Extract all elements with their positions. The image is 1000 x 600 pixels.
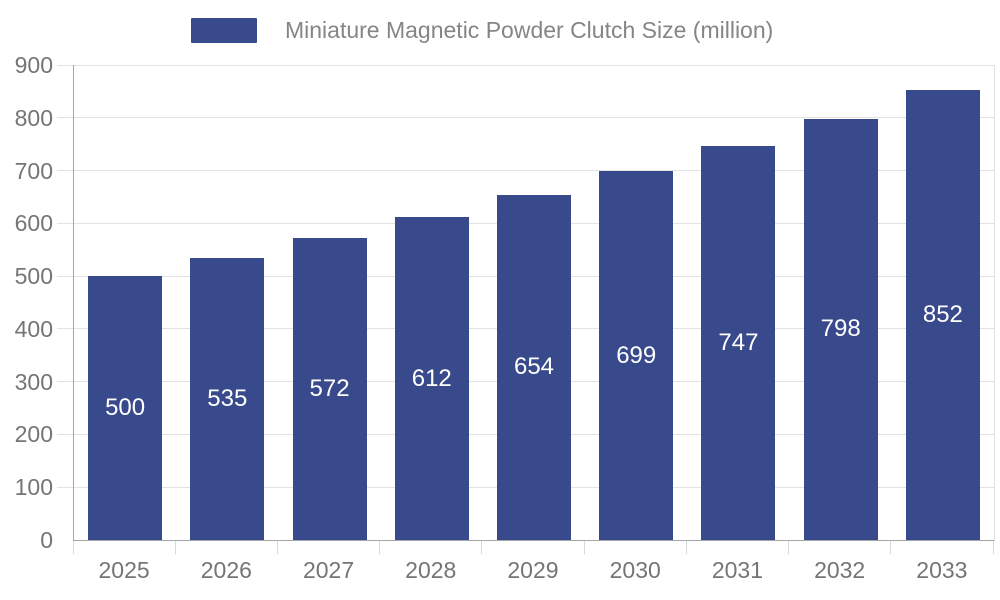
bar-value-label: 798 <box>820 315 861 343</box>
x-axis-tick-label: 2031 <box>711 557 764 583</box>
y-axis-tick-label: 400 <box>14 315 53 342</box>
bar-value-label: 699 <box>616 341 657 369</box>
y-axis-tick-label: 500 <box>14 263 53 290</box>
y-axis-tick-label: 800 <box>14 104 53 131</box>
bar-2026[interactable]: 535 <box>190 257 265 540</box>
gridline <box>74 64 994 66</box>
y-axis-tick-label: 700 <box>14 157 53 184</box>
x-axis-tick-label: 2025 <box>98 557 150 583</box>
x-axis-tick <box>788 541 790 554</box>
bar-2029[interactable]: 654 <box>497 194 571 540</box>
y-axis-tick <box>57 486 73 488</box>
bar-value-label: 535 <box>207 384 248 412</box>
y-axis-tick <box>57 328 73 330</box>
bar-2031[interactable]: 747 <box>701 145 776 540</box>
x-axis-tick <box>890 541 892 554</box>
gridline <box>74 170 994 172</box>
x-axis-tick-label: 2026 <box>200 557 252 583</box>
x-axis-tick-label: 2030 <box>609 557 661 583</box>
x-axis-tick-label: 2033 <box>916 557 968 583</box>
y-axis-tick-label: 100 <box>14 474 53 501</box>
y-axis-tick-label: 0 <box>40 527 53 553</box>
bar-value-label: 612 <box>411 364 452 392</box>
y-axis-tick-label: 600 <box>14 210 53 237</box>
bar-2025[interactable]: 500 <box>88 276 163 540</box>
bar-2032[interactable]: 798 <box>803 118 878 540</box>
y-axis-tick-label: 200 <box>14 421 53 448</box>
bar-2028[interactable]: 612 <box>394 217 469 540</box>
x-axis-tick-label: 2027 <box>302 557 355 583</box>
y-axis-tick <box>57 64 73 66</box>
x-axis-tick <box>992 541 994 554</box>
y-axis-tick-label: 300 <box>14 368 53 395</box>
bar-2027[interactable]: 572 <box>292 238 367 540</box>
x-axis-tick <box>379 541 381 554</box>
x-axis-tick <box>72 541 74 554</box>
bar-value-label: 852 <box>922 301 963 329</box>
plot-area: 500 535 572 612 654 699 747 798 852 <box>73 64 995 541</box>
y-axis-tick <box>57 170 73 172</box>
bar-value-label: 572 <box>309 375 350 403</box>
x-axis-tick <box>685 541 687 554</box>
x-axis-tick <box>481 541 483 554</box>
bar-2030[interactable]: 699 <box>599 171 674 540</box>
legend-swatch <box>191 17 257 43</box>
legend-label: Miniature Magnetic Powder Clutch Size (m… <box>285 16 774 43</box>
x-axis-tick <box>276 541 278 554</box>
bar-value-label: 654 <box>513 353 555 381</box>
x-axis-tick-label: 2032 <box>814 557 866 583</box>
y-axis-tick <box>57 381 73 383</box>
bar-value-label: 500 <box>105 394 146 422</box>
y-axis-tick <box>57 222 73 224</box>
x-axis-tick-label: 2028 <box>405 557 457 583</box>
legend-item[interactable]: Miniature Magnetic Powder Clutch Size (m… <box>191 14 773 46</box>
y-axis-tick <box>57 433 73 435</box>
bar-value-label: 747 <box>718 328 759 356</box>
y-axis-tick <box>57 117 73 119</box>
x-axis-tick <box>583 541 585 554</box>
x-axis-tick-label: 2029 <box>507 557 559 583</box>
x-axis-tick <box>174 541 176 554</box>
y-axis-tick <box>57 275 73 277</box>
gridline <box>74 117 994 119</box>
y-axis-tick-label: 900 <box>14 52 53 78</box>
bar-2033[interactable]: 852 <box>905 90 980 540</box>
